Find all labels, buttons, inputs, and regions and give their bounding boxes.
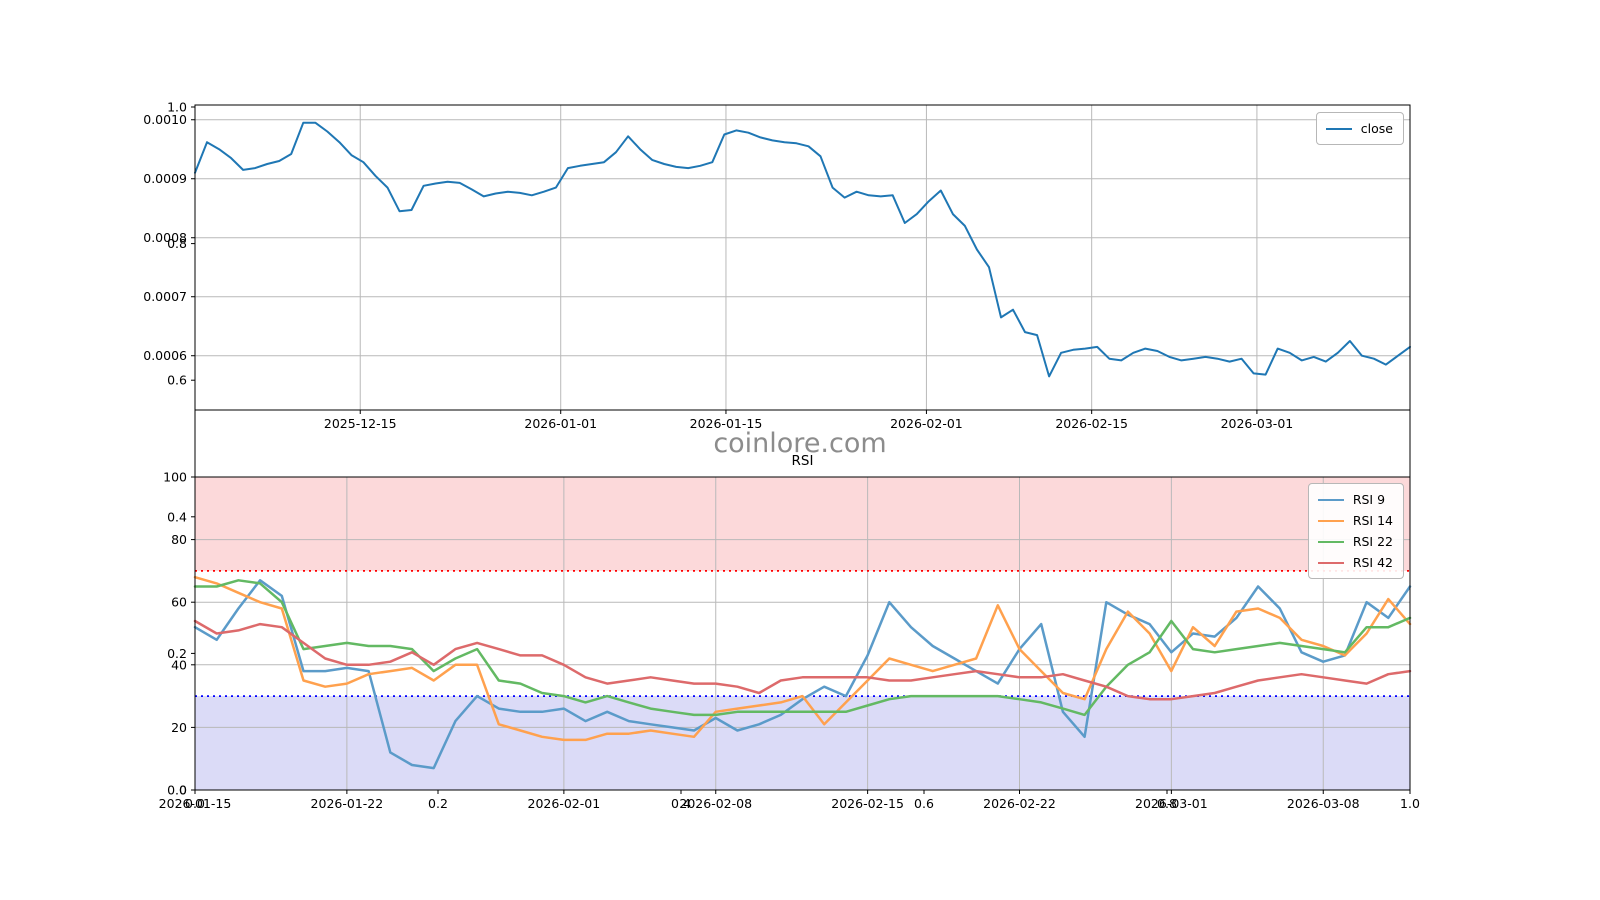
x-tick-label: 2026-03-01	[1135, 796, 1208, 811]
x-tick-label: 2026-02-01	[528, 796, 601, 811]
axes-frame	[194, 476, 1411, 791]
x-tick-label: 2026-01-01	[524, 416, 597, 431]
legend-label-rsi14: RSI 14	[1352, 513, 1393, 528]
phantom-x-tick-label: 0.8	[1157, 796, 1177, 811]
y-tick-label: 0.0009	[143, 171, 187, 186]
rsi-legend: RSI 9 RSI 14 RSI 22 RSI 42	[1307, 483, 1404, 579]
x-tick-label: 2026-02-08	[679, 796, 752, 811]
x-tick-label: 2026-02-01	[890, 416, 963, 431]
legend-item-rsi9: RSI 9	[1317, 489, 1393, 510]
x-tick-label: 2026-01-15	[159, 796, 232, 811]
y-tick-label: 80	[171, 532, 187, 547]
phantom-x-tick-label: 0.4	[671, 796, 691, 811]
rsi42-line-swatch	[1317, 561, 1344, 564]
rsi22-line-swatch	[1317, 540, 1344, 543]
rsi-14-line	[193, 575, 1412, 742]
legend-item-rsi42: RSI 42	[1317, 552, 1393, 573]
y-tick-label: 0.0010	[143, 112, 187, 127]
legend-item-rsi14: RSI 14	[1317, 510, 1393, 531]
rsi-panel-title: RSI	[791, 453, 814, 469]
price-legend: close	[1315, 112, 1404, 145]
y-tick-label: 100	[163, 470, 187, 485]
phantom-y-tick-label: 0.2	[167, 646, 187, 661]
phantom-y-tick-label: 0.8	[167, 236, 187, 251]
y-tick-label: 0.0006	[143, 348, 187, 363]
phantom-y-tick-label: 0.4	[167, 509, 187, 524]
x-tick-label: 2026-03-08	[1287, 796, 1360, 811]
phantom-x-tick-label: 0.6	[914, 796, 934, 811]
x-tick-label: 2026-02-15	[831, 796, 904, 811]
threshold-band	[195, 477, 1410, 571]
close-line-swatch	[1325, 127, 1352, 130]
close-line	[194, 121, 1411, 378]
y-tick-label: 20	[171, 720, 187, 735]
rsi9-line-swatch	[1317, 498, 1344, 501]
phantom-y-tick-label: 1.0	[167, 100, 187, 115]
phantom-x-tick-label: 1.0	[1400, 796, 1420, 811]
phantom-y-tick-label: 0.0	[167, 783, 187, 798]
watermark: coinlore.com	[713, 428, 887, 459]
rsi14-line-swatch	[1317, 519, 1344, 522]
phantom-x-tick-label: 0.0	[185, 796, 205, 811]
legend-label-close: close	[1360, 121, 1393, 136]
x-tick-label: 2026-03-01	[1221, 416, 1294, 431]
legend-label-rsi9: RSI 9	[1352, 492, 1386, 507]
rsi-22-line	[193, 579, 1412, 717]
y-tick-label: 60	[171, 595, 187, 610]
phantom-y-tick-label: 0.6	[167, 373, 187, 388]
y-tick-label: 0.0007	[143, 289, 187, 304]
y-tick-label: 0	[179, 783, 187, 798]
threshold-band	[195, 696, 1410, 790]
legend-label-rsi22: RSI 22	[1352, 534, 1393, 549]
phantom-x-tick-label: 0.2	[428, 796, 448, 811]
legend-item-close: close	[1325, 118, 1393, 139]
legend-item-rsi22: RSI 22	[1317, 531, 1393, 552]
legend-label-rsi42: RSI 42	[1352, 555, 1393, 570]
rsi-9-line	[193, 579, 1412, 770]
axes-frame	[194, 104, 1411, 411]
x-tick-label: 2026-01-22	[311, 796, 384, 811]
y-tick-label: 0.0008	[143, 230, 187, 245]
x-tick-label: 2025-12-15	[324, 416, 397, 431]
x-tick-label: 2026-02-22	[983, 796, 1056, 811]
rsi-42-line	[193, 619, 1412, 701]
x-tick-label: 2026-01-15	[690, 416, 763, 431]
y-tick-label: 40	[171, 657, 187, 672]
x-tick-label: 2026-02-15	[1055, 416, 1128, 431]
